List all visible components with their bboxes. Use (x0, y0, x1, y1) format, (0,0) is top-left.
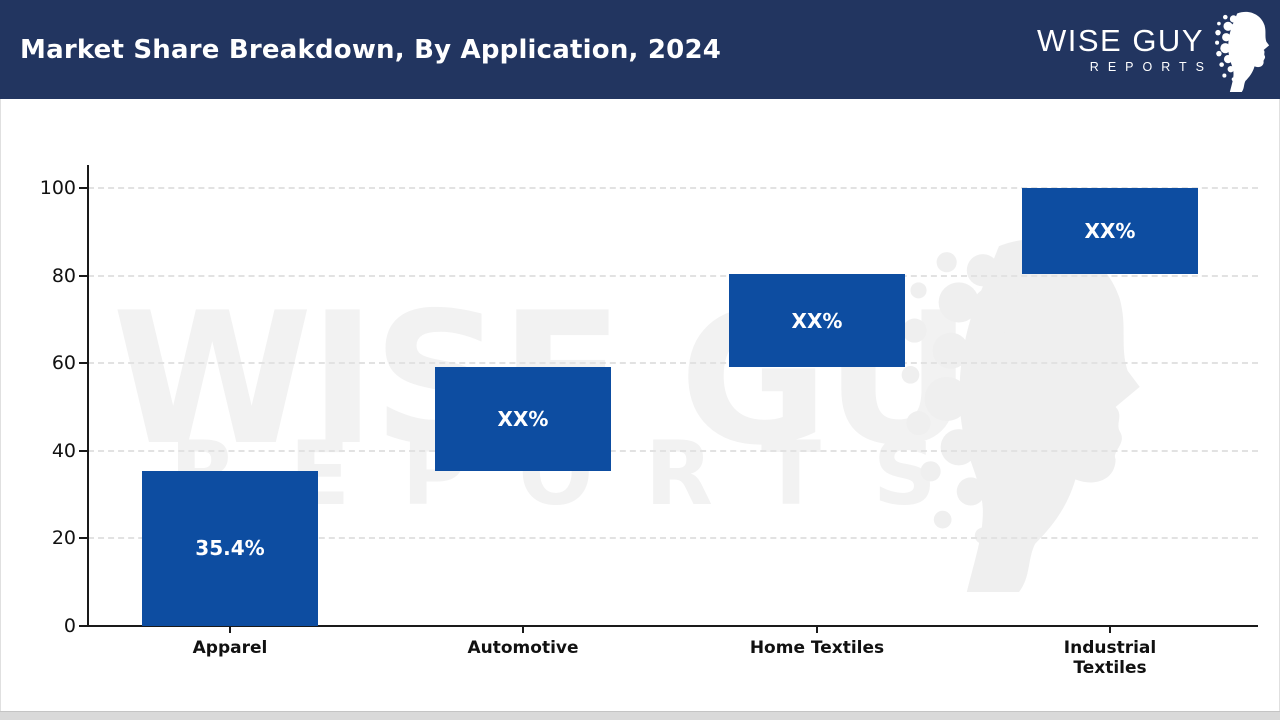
bar-automotive: XX% (435, 367, 611, 471)
y-tick-label: 100 (39, 177, 76, 199)
header-bar: Market Share Breakdown, By Application, … (0, 0, 1280, 99)
x-axis-tick (816, 627, 818, 633)
y-axis-tick (79, 274, 88, 277)
gridline (88, 449, 1258, 452)
gridline (88, 274, 1258, 277)
logo-wordmark: WISE GUY (1036, 22, 1204, 58)
bar-apparel: 35.4% (142, 470, 318, 626)
x-axis-tick (1109, 627, 1111, 633)
bar-value-label: XX% (1084, 219, 1136, 244)
page-title: Market Share Breakdown, By Application, … (20, 34, 722, 65)
y-tick-label: 40 (51, 439, 76, 462)
gridline (88, 362, 1258, 365)
y-tick-label: 60 (51, 352, 76, 375)
y-axis-tick (79, 362, 88, 365)
y-tick-label: 20 (51, 527, 76, 550)
logo-head-icon (1215, 11, 1270, 92)
gridline (88, 187, 1258, 189)
bar-value-label: 35.4% (195, 536, 265, 561)
x-axis-line (87, 625, 1258, 627)
gridline (88, 537, 1258, 540)
bar-industrial-textiles: XX% (1022, 188, 1198, 275)
x-axis-tick (522, 627, 524, 633)
y-axis-tick (79, 537, 88, 540)
category-label: Automotive (467, 638, 579, 658)
logo-subtext: REPORTS (1089, 60, 1213, 75)
y-tick-label: 80 (51, 264, 76, 287)
y-axis-tick (79, 625, 88, 627)
x-axis-tick (229, 627, 231, 633)
brand-logo: WISE GUY REPORTS (1037, 8, 1272, 92)
category-label: Industrial Textiles (1063, 638, 1157, 679)
category-label: Home Textiles (749, 638, 885, 658)
bar-value-label: XX% (791, 308, 843, 333)
y-axis-tick (79, 187, 88, 189)
footer-bar (0, 711, 1280, 720)
bar-value-label: XX% (497, 407, 549, 432)
category-label: Apparel (192, 638, 268, 658)
bar-home-textiles: XX% (729, 274, 905, 368)
logo-wordmark-block: WISE GUY REPORTS (1036, 22, 1204, 74)
y-tick-label: 0 (63, 615, 76, 637)
y-axis-tick (79, 449, 88, 452)
y-axis-line (87, 165, 89, 627)
watermark-head-icon (901, 239, 1140, 592)
